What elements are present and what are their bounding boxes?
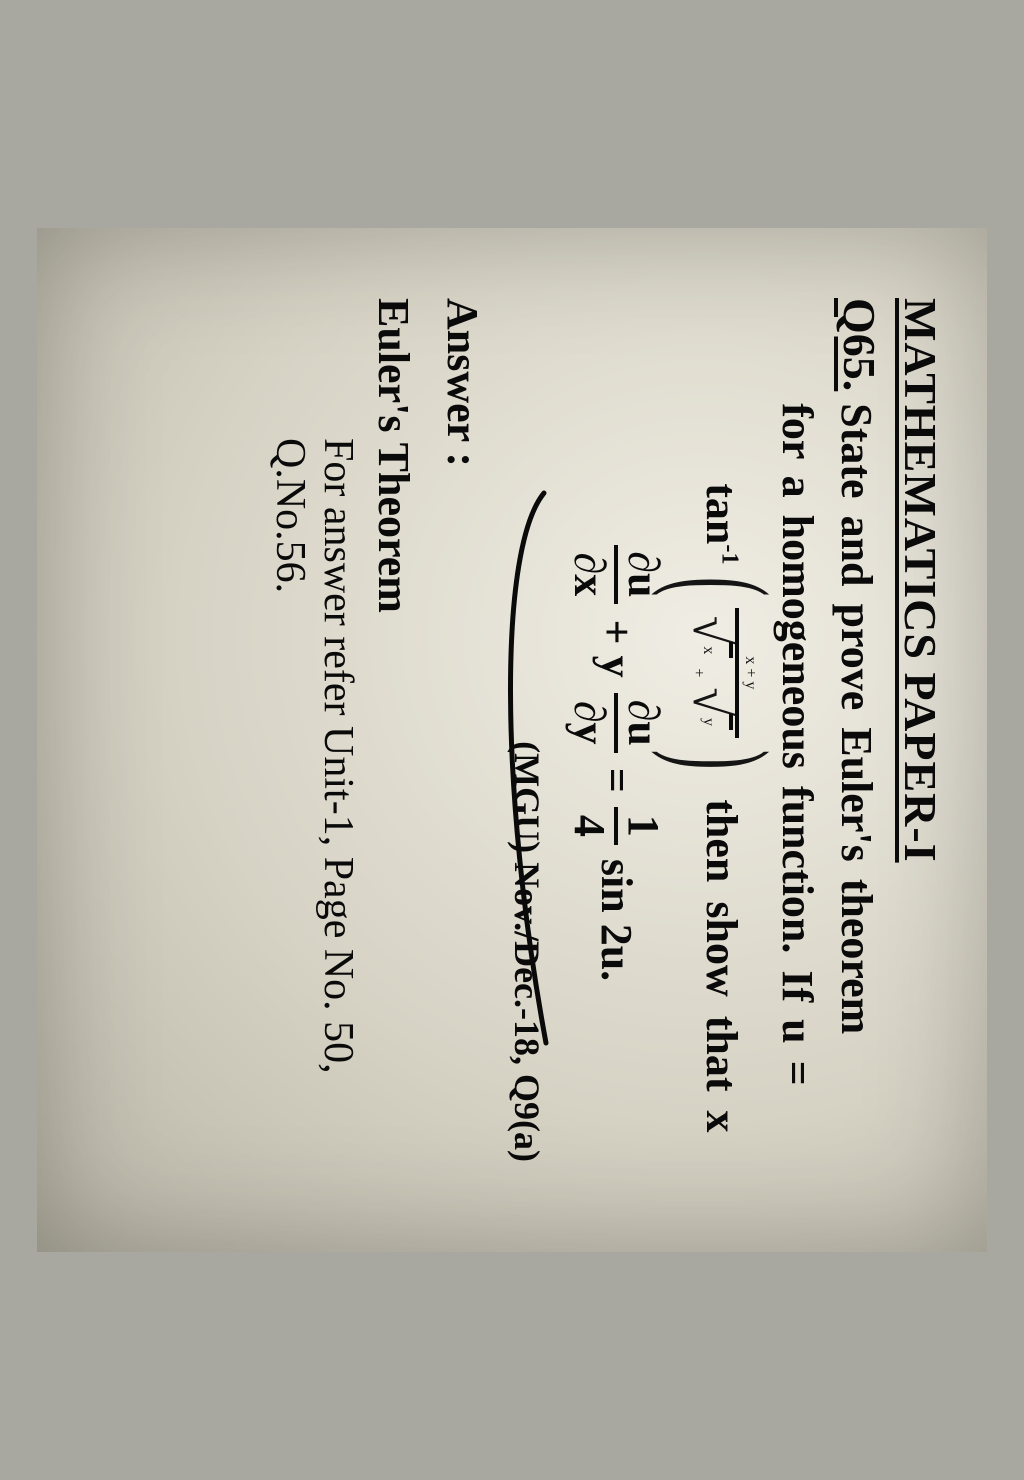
equation-partial: ∂u ∂x + y ∂u ∂y = 1 4 sin 2u.	[566, 543, 666, 1132]
sqrt-y: √ y	[686, 687, 733, 730]
rhs-numerator: 1	[618, 807, 666, 845]
radical-icon: √	[686, 687, 733, 716]
source-citation: (MGU) Nov./Dec.-18, Q9(a)	[506, 298, 548, 1162]
radicand-y: y	[686, 714, 733, 730]
plus-sign: +	[690, 662, 707, 683]
frac-one-four: 1 4	[566, 807, 666, 845]
paper-sheet: MATHEMATICS PAPER-I Q65. State and prove…	[37, 228, 987, 1252]
then-show-that: then show that x	[696, 799, 747, 1132]
source-row: (MGU) Nov./Dec.-18, Q9(a)	[506, 298, 548, 1182]
frac-du-dy: ∂u ∂y	[566, 692, 666, 754]
question-number: Q65.	[833, 298, 886, 391]
equals-sign: =	[591, 768, 642, 793]
tan-label: tan-1	[692, 483, 751, 564]
question-block: Q65. State and prove Euler's theorem for…	[560, 298, 886, 1182]
fraction-argument: x + y √ x + √ y	[686, 608, 758, 738]
left-paren-icon: (	[676, 576, 767, 595]
page-rotated-wrapper: MATHEMATICS PAPER-I Q65. State and prove…	[0, 228, 1024, 1252]
question-body: State and prove Euler's theorem for a ho…	[560, 403, 886, 1132]
tan-superscript: -1	[717, 544, 744, 564]
partial-u-2: ∂u	[618, 692, 666, 754]
answer-reference: For answer refer Unit-1, Page No. 50, Q.…	[266, 438, 362, 1182]
right-paren-icon: )	[676, 750, 767, 769]
question-line-1: State and prove Euler's theorem	[827, 403, 886, 1132]
fraction-numerator: x + y	[739, 648, 758, 697]
answer-label: Answer :	[437, 298, 488, 1182]
partial-x: ∂x	[566, 545, 618, 605]
radical-icon: √	[686, 616, 733, 645]
plus-y: + y	[591, 620, 642, 678]
partial-y: ∂y	[566, 693, 618, 753]
rhs-denominator: 4	[566, 807, 618, 845]
radicand-x: x	[686, 642, 733, 658]
sqrt-x: √ x	[686, 616, 733, 659]
equation-tan: tan-1 ( x + y √ x + √	[676, 483, 767, 1132]
page-title: MATHEMATICS PAPER-I	[894, 298, 947, 1182]
theorem-name: Euler's Theorem	[368, 298, 419, 1182]
sin-2u: sin 2u.	[591, 859, 642, 981]
fraction-denominator: √ x + √ y	[686, 608, 739, 738]
